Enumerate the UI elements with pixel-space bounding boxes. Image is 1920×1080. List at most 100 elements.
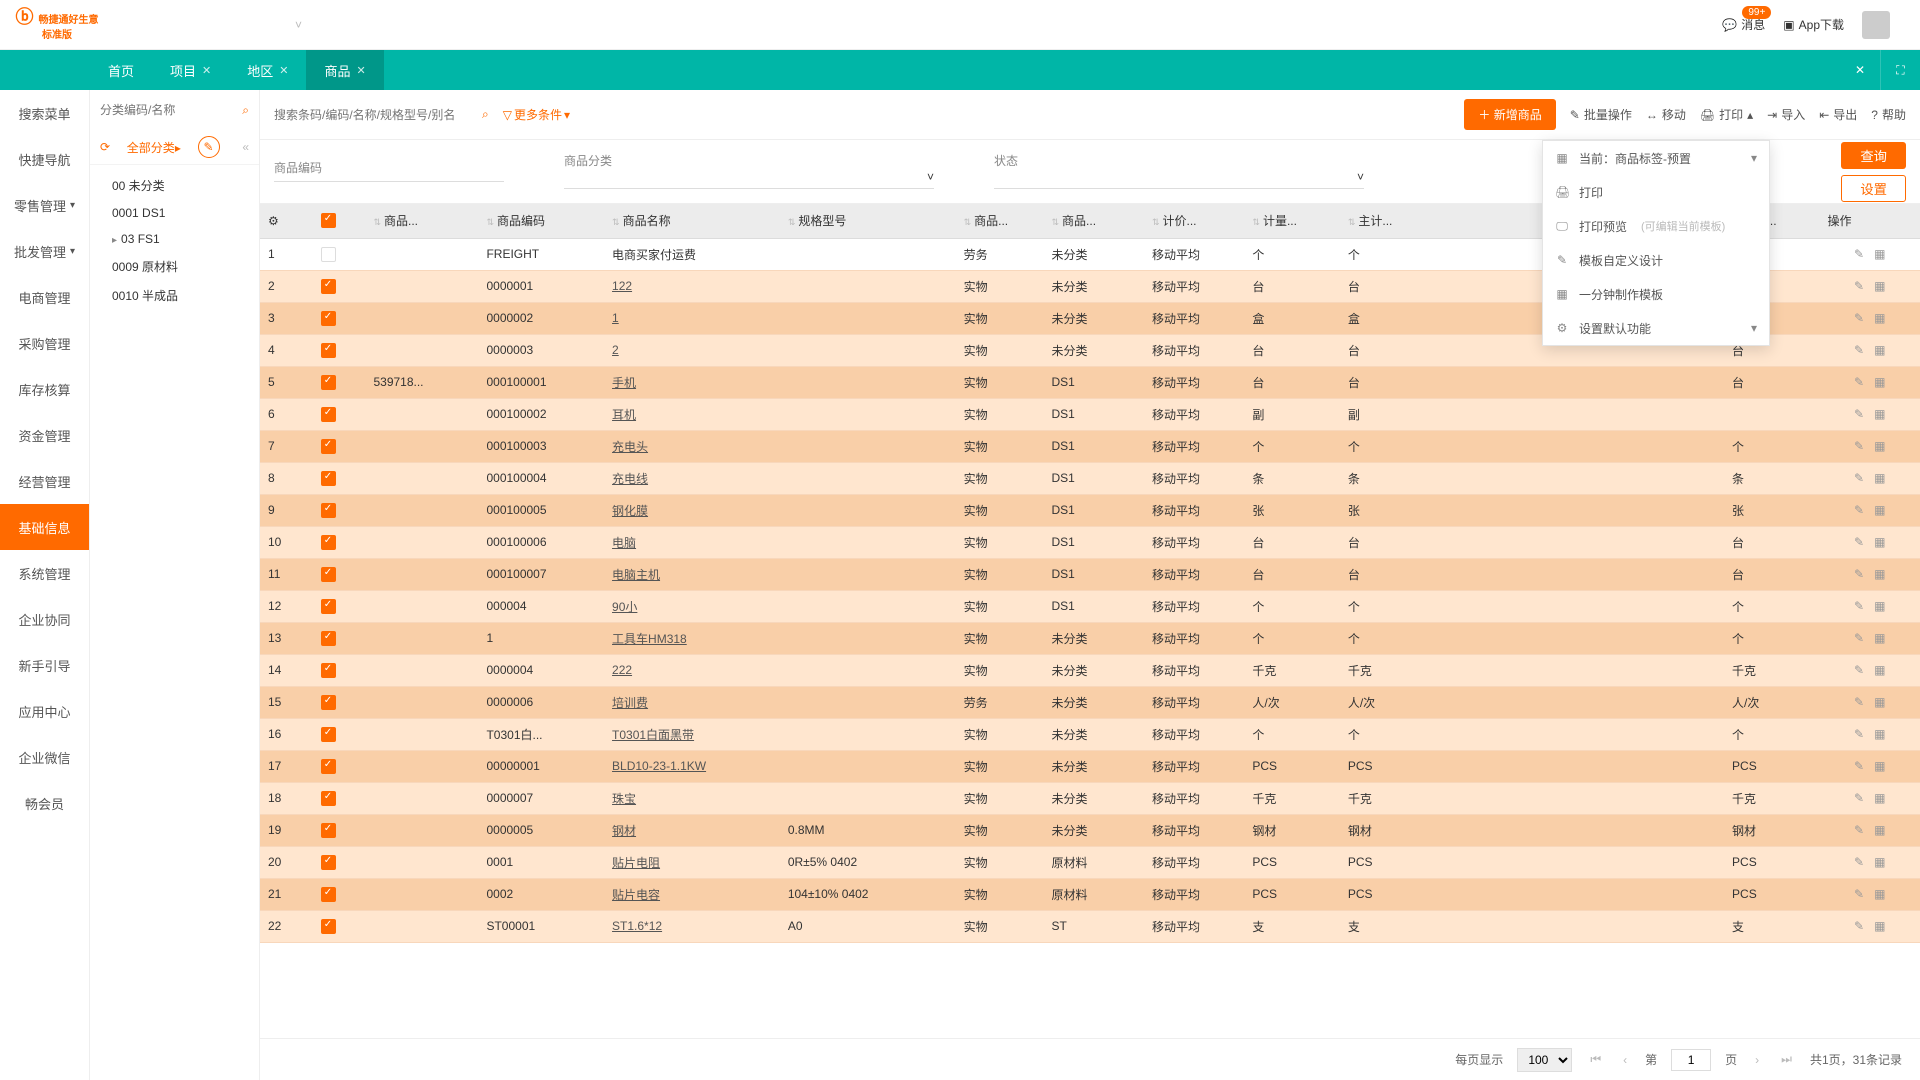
row-checkbox[interactable] (321, 919, 336, 934)
more-icon[interactable]: ▦ (1874, 407, 1885, 421)
row-checkbox[interactable] (321, 375, 336, 390)
row-checkbox[interactable] (321, 279, 336, 294)
edit-icon[interactable]: ✎ (1854, 695, 1864, 709)
tab-商品[interactable]: 商品✕ (306, 50, 383, 90)
edit-icon[interactable]: ✎ (1854, 343, 1864, 357)
more-filter-button[interactable]: ▽ 更多条件 ▾ (503, 106, 570, 123)
edit-icon[interactable]: ✎ (1854, 919, 1864, 933)
sidebar-item-零售管理[interactable]: 零售管理▾ (0, 182, 89, 228)
prev-page-button[interactable]: ‹ (1619, 1053, 1631, 1067)
table-row[interactable]: 140000004222实物未分类移动平均千克千克千克✎▦ (260, 654, 1920, 686)
row-checkbox[interactable] (321, 759, 336, 774)
col-checkall[interactable] (313, 204, 366, 238)
edit-icon[interactable]: ✎ (1854, 567, 1864, 581)
close-icon[interactable]: ✕ (279, 64, 288, 77)
edit-icon[interactable]: ✎ (1854, 471, 1864, 485)
tab-项目[interactable]: 项目✕ (152, 50, 229, 90)
row-checkbox[interactable] (321, 407, 336, 422)
sidebar-item-畅会员[interactable]: 畅会员 (0, 780, 89, 826)
category-node[interactable]: 00 未分类 (90, 171, 259, 200)
table-row[interactable]: 131工具车HM318实物未分类移动平均个个个✎▦ (260, 622, 1920, 654)
loop-icon[interactable]: ⟳ (100, 140, 110, 154)
category-all-label[interactable]: 全部分类▸ (127, 139, 181, 156)
sidebar-item-基础信息[interactable]: 基础信息 (0, 504, 89, 550)
table-row[interactable]: 8000100004充电线实物DS1移动平均条条条✎▦ (260, 462, 1920, 494)
table-row[interactable]: 200001贴片电阻0R±5% 0402实物原材料移动平均PCSPCSPCS✎▦ (260, 846, 1920, 878)
tab-地区[interactable]: 地区✕ (229, 50, 306, 90)
table-row[interactable]: 190000005钢材0.8MM实物未分类移动平均钢材钢材钢材✎▦ (260, 814, 1920, 846)
col-type[interactable]: ⇅商品... (956, 204, 1044, 238)
product-name-link[interactable]: 122 (612, 279, 632, 293)
print-menu-item[interactable]: ✎模板自定义设计 (1543, 243, 1769, 277)
more-icon[interactable]: ▦ (1874, 279, 1885, 293)
category-search-input[interactable] (100, 103, 220, 117)
row-checkbox[interactable] (321, 727, 336, 742)
checkbox[interactable] (321, 213, 336, 228)
sidebar-item-搜索菜单[interactable]: 搜索菜单 (0, 90, 89, 136)
perpage-select[interactable]: 100 (1517, 1048, 1572, 1072)
row-checkbox[interactable] (321, 855, 336, 870)
tenant-selector[interactable]: ˅ (122, 11, 302, 39)
col-spec[interactable]: ⇅规格型号 (780, 204, 956, 238)
tab-首页[interactable]: 首页 (90, 50, 152, 90)
product-name-link[interactable]: 222 (612, 663, 632, 677)
first-page-button[interactable]: ⏮ (1586, 1052, 1605, 1067)
edit-icon[interactable]: ✎ (1854, 631, 1864, 645)
search-input[interactable] (274, 108, 474, 122)
product-name-link[interactable]: 1 (612, 311, 619, 325)
sidebar-item-采购管理[interactable]: 采购管理 (0, 320, 89, 366)
edit-icon[interactable]: ✎ (1854, 599, 1864, 613)
edit-icon[interactable]: ✎ (1854, 247, 1864, 261)
more-icon[interactable]: ▦ (1874, 855, 1885, 869)
more-icon[interactable]: ▦ (1874, 471, 1885, 485)
edit-icon[interactable]: ✎ (1854, 823, 1864, 837)
product-name-link[interactable]: 手机 (612, 376, 636, 390)
product-name-link[interactable]: 电脑主机 (612, 568, 660, 582)
product-name-link[interactable]: ST1.6*12 (612, 919, 662, 933)
filter-category[interactable]: 商品分类 ˅ (564, 154, 934, 189)
table-row[interactable]: 6000100002耳机实物DS1移动平均副副✎▦ (260, 398, 1920, 430)
sidebar-item-快捷导航[interactable]: 快捷导航 (0, 136, 89, 182)
edit-icon[interactable]: ✎ (1854, 375, 1864, 389)
edit-icon[interactable]: ✎ (1854, 791, 1864, 805)
product-name-link[interactable]: 充电头 (612, 440, 648, 454)
more-icon[interactable]: ▦ (1874, 791, 1885, 805)
close-icon[interactable]: ✕ (202, 64, 211, 77)
category-node[interactable]: 0001 DS1 (90, 200, 259, 226)
table-row[interactable]: 210002贴片电容104±10% 0402实物原材料移动平均PCSPCSPCS… (260, 878, 1920, 910)
row-checkbox[interactable] (321, 247, 336, 262)
table-row[interactable]: 11000100007电脑主机实物DS1移动平均台台台✎▦ (260, 558, 1920, 590)
product-name-link[interactable]: 贴片电阻 (612, 856, 660, 870)
more-icon[interactable]: ▦ (1874, 823, 1885, 837)
table-row[interactable]: 10000100006电脑实物DS1移动平均台台台✎▦ (260, 526, 1920, 558)
more-icon[interactable]: ▦ (1874, 567, 1885, 581)
import-button[interactable]: ⇥导入 (1767, 106, 1805, 123)
sidebar-item-企业微信[interactable]: 企业微信 (0, 734, 89, 780)
row-checkbox[interactable] (321, 343, 336, 358)
product-name-link[interactable]: 珠宝 (612, 792, 636, 806)
row-checkbox[interactable] (321, 823, 336, 838)
edit-icon[interactable]: ✎ (1854, 503, 1864, 517)
page-input[interactable] (1671, 1049, 1711, 1071)
product-name-link[interactable]: 培训费 (612, 696, 648, 710)
sidebar-item-经营管理[interactable]: 经营管理 (0, 458, 89, 504)
table-row[interactable]: 1700000001BLD10-23-1.1KW实物未分类移动平均PCSPCSP… (260, 750, 1920, 782)
category-node[interactable]: 0009 原材料 (90, 252, 259, 281)
row-checkbox[interactable] (321, 439, 336, 454)
settings-button[interactable]: 设置 (1841, 175, 1906, 202)
table-row[interactable]: 1200000490小实物DS1移动平均个个个✎▦ (260, 590, 1920, 622)
more-icon[interactable]: ▦ (1874, 375, 1885, 389)
edit-icon[interactable]: ✎ (1854, 759, 1864, 773)
category-edit-button[interactable]: ✎ (198, 136, 220, 158)
row-checkbox[interactable] (321, 663, 336, 678)
print-menu-item[interactable]: ▦一分钟制作模板 (1543, 277, 1769, 311)
sidebar-item-批发管理[interactable]: 批发管理▾ (0, 228, 89, 274)
close-icon[interactable]: ✕ (357, 64, 366, 77)
query-button[interactable]: 查询 (1841, 142, 1906, 169)
batch-ops-button[interactable]: ✎批量操作 (1570, 106, 1632, 123)
print-menu-item[interactable]: ⚙设置默认功能▾ (1543, 311, 1769, 345)
app-download-button[interactable]: ▣ App下载 (1783, 16, 1844, 33)
product-name-link[interactable]: 90小 (612, 600, 637, 614)
row-checkbox[interactable] (321, 567, 336, 582)
edit-icon[interactable]: ✎ (1854, 855, 1864, 869)
